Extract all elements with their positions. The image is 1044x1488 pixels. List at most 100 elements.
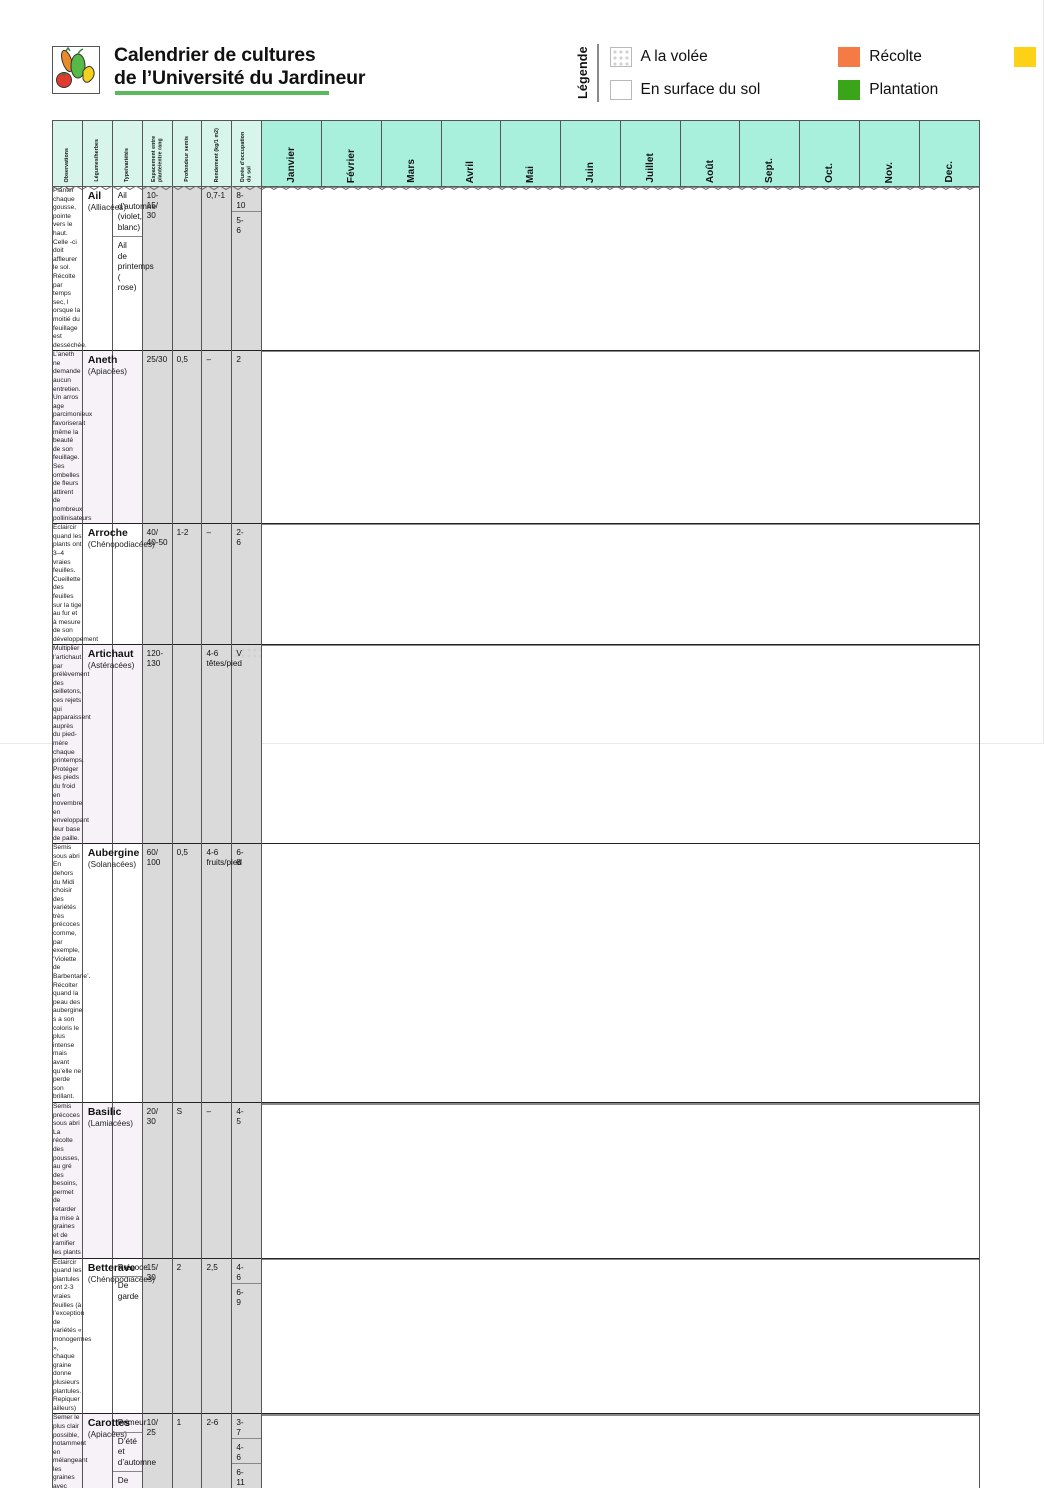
month-label: Juin: [585, 162, 596, 183]
month-header-janvier: Janvier: [262, 121, 322, 187]
vegetable-name: Betterave: [88, 1263, 108, 1275]
cell-calendar[interactable]: [262, 1414, 980, 1488]
cell-vegetable: Betterave(Chénopodiacées): [82, 1258, 112, 1414]
vegetable-family: (Alliacées): [88, 203, 108, 213]
cell-calendar[interactable]: [262, 645, 980, 844]
cell-calendar[interactable]: [262, 844, 980, 1103]
vegetable-family: (Solanacées): [88, 860, 108, 870]
cell-calendar[interactable]: [262, 351, 980, 524]
cell-calendar[interactable]: [262, 524, 980, 645]
table-row[interactable]: L’aneth ne demande aucun entretien. Un a…: [53, 351, 980, 524]
month-header-juin: Juin: [561, 121, 621, 187]
cell-spacing: 20/30: [142, 1102, 172, 1258]
duration-value: 4-6: [232, 1439, 261, 1464]
cell-observations: Multiplier l’artichaut par prélèvement d…: [53, 645, 83, 844]
dotted-swatch-icon: [610, 47, 632, 67]
cell-duration: 2: [232, 351, 262, 524]
month-label: Dec.: [944, 161, 955, 183]
calendar-line: [262, 524, 979, 525]
calendar-line: [262, 1415, 979, 1416]
column-header-rend: Rendement (kg/1 m2): [202, 121, 232, 187]
cell-yield: –: [202, 351, 232, 524]
month-label: Mai: [525, 166, 536, 183]
yield-value: 2,5: [202, 1259, 231, 1273]
month-label: Juillet: [645, 153, 656, 183]
spacing-value: 120-130: [143, 645, 172, 669]
cell-observations: L’aneth ne demande aucun entretien. Un a…: [53, 351, 83, 524]
cell-observations: Planter chaque gousse, pointe vers le ha…: [53, 187, 83, 351]
depth-value: 0,5: [173, 351, 202, 365]
vegetables-logo-icon: [52, 46, 100, 94]
table-body: Planter chaque gousse, pointe vers le ha…: [53, 187, 980, 1488]
page-title-line2: de l’Université du Jardineur: [114, 67, 365, 90]
month-label: Oct.: [824, 163, 835, 183]
vegetable-block: Ail(Alliacées): [83, 187, 112, 216]
cell-duration: 4-5: [232, 1102, 262, 1258]
column-header-label: Durée d’occupation du sol: [240, 124, 253, 182]
table-row[interactable]: Multiplier l’artichaut par prélèvement d…: [53, 645, 980, 844]
vegetable-family: (Apiacées): [88, 1430, 108, 1440]
cell-yield: 0,7-1: [202, 187, 232, 351]
cell-calendar[interactable]: [262, 187, 980, 351]
vegetable-family: (Chénopodiacées): [88, 540, 108, 550]
column-header-var: Type/variétés: [112, 121, 142, 187]
table-row[interactable]: Semer le plus clair possible, notamment …: [53, 1414, 980, 1488]
month-header-oct: Oct.: [800, 121, 860, 187]
cell-spacing: 15/30: [142, 1258, 172, 1414]
vegetable-block: Artichaut(Astéracées): [83, 645, 112, 674]
depth-value: S: [173, 1103, 202, 1117]
legend-label: Légende: [576, 44, 590, 102]
vegetable-name: Ail: [88, 191, 108, 203]
cell-observations: Semer le plus clair possible, notamment …: [53, 1414, 83, 1488]
title-underline: [115, 91, 329, 95]
cell-calendar[interactable]: [262, 1102, 980, 1258]
depth-value: 1-2: [173, 524, 202, 538]
duration-value: 3-7: [232, 1414, 261, 1439]
legend-item-en-surface-du-sol: En surface du sol: [610, 77, 761, 102]
cell-vegetable: Aneth(Apiacées): [82, 351, 112, 524]
duration-value: 4-5: [232, 1103, 261, 1127]
depth-value: 2: [173, 1259, 202, 1273]
legend: Légende A la volée En surface du sol Réc…: [576, 44, 1044, 106]
cell-duration: 6-8: [232, 844, 262, 1103]
yield-value: 2-6: [202, 1414, 231, 1428]
table-row[interactable]: Eclaircir quand les plants ont 3–4 vraie…: [53, 524, 980, 645]
month-header-mai: Mai: [501, 121, 561, 187]
cell-yield: 2-6: [202, 1414, 232, 1488]
vegetable-family: (Chénopodiacées): [88, 1275, 108, 1285]
calendar-line: [262, 1259, 979, 1260]
cell-yield: –: [202, 1102, 232, 1258]
table-row[interactable]: Planter chaque gousse, pointe vers le ha…: [53, 187, 980, 351]
harvest-swatch-icon: [838, 47, 860, 67]
brand-text: Calendrier de cultures de l’Université d…: [114, 44, 365, 95]
spacing-value: 20/30: [143, 1103, 172, 1127]
column-header-label: Type/variétés: [124, 148, 131, 182]
calendar-line: [262, 1104, 979, 1105]
table-row[interactable]: Eclaircir quand les plantules ont 2-3 vr…: [53, 1258, 980, 1414]
month-header-dec: Dec.: [919, 121, 979, 187]
spacing-value: 15/30: [143, 1259, 172, 1283]
variety-item: .: [113, 844, 142, 862]
cell-calendar[interactable]: [262, 1258, 980, 1414]
vegetable-name: Artichaut: [88, 649, 108, 661]
column-header-label: Observations: [64, 148, 71, 182]
observations-text: Eclaircir quand les plants ont 3–4 vraie…: [53, 524, 82, 644]
cell-vegetable: Carottes(Apiacées): [82, 1414, 112, 1488]
duration-value: 6-11: [232, 1464, 261, 1488]
vegetable-name: Carottes: [88, 1418, 108, 1430]
depth-value: [173, 187, 202, 191]
month-label: Août: [705, 160, 716, 183]
observations-text: Planter chaque gousse, pointe vers le ha…: [53, 187, 82, 350]
vegetable-block: Aubergine(Solanacées): [83, 844, 112, 873]
yield-value: –: [202, 1103, 231, 1117]
